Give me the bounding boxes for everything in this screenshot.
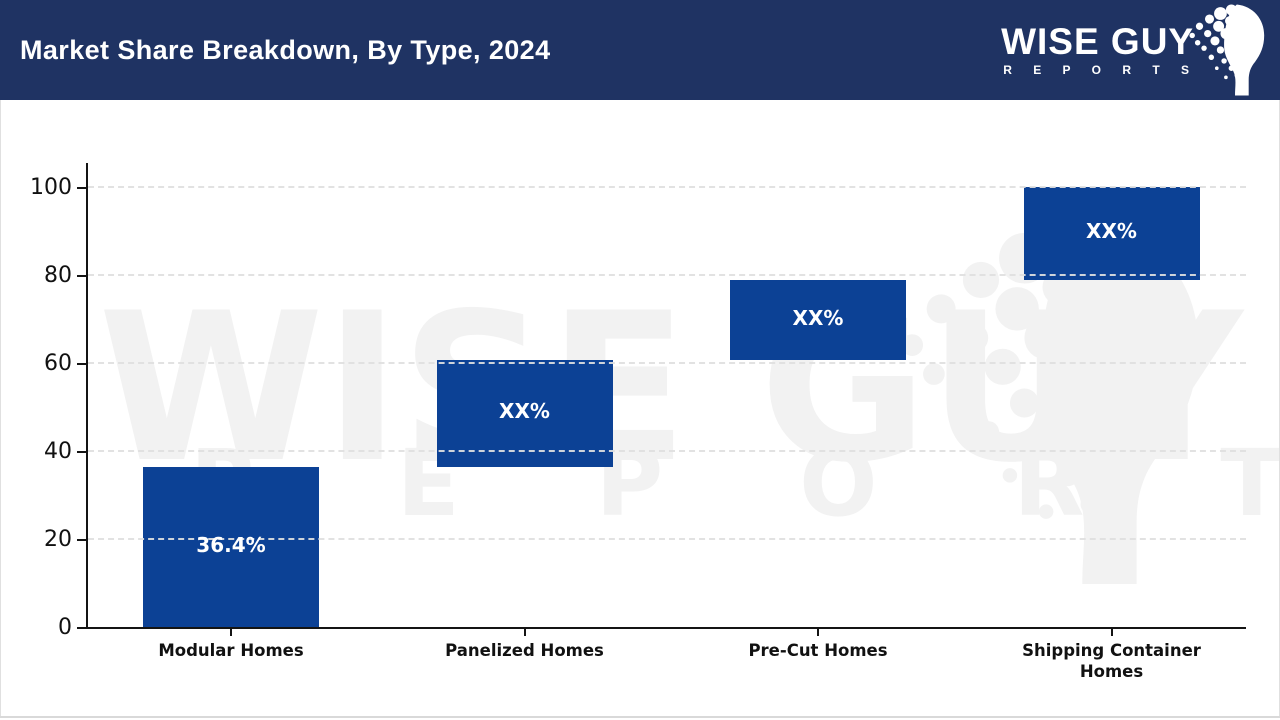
x-axis-spine: [86, 627, 1246, 629]
x-tick-mark: [230, 629, 232, 636]
bar-value-label: XX%: [792, 305, 844, 330]
page-left-rule: [0, 100, 1, 716]
category-label: Modular Homes: [158, 641, 304, 660]
category-label: Shipping Container Homes: [1022, 641, 1201, 681]
page-title: Market Share Breakdown, By Type, 2024: [20, 34, 551, 65]
x-tick-mark: [817, 629, 819, 636]
gridline: [88, 538, 1246, 540]
waterfall-bar: [436, 359, 613, 467]
page-bottom-rule: [0, 716, 1280, 718]
brand-logo-wordmark: WISE GUY: [1001, 21, 1195, 62]
gridline: [88, 274, 1246, 276]
y-tick-mark: [77, 539, 86, 541]
waterfall-bar: [143, 466, 319, 627]
y-tick-label: 80: [44, 263, 72, 288]
gridline: [88, 186, 1246, 188]
y-tick-label: 20: [44, 527, 72, 552]
gridline: [88, 450, 1246, 452]
bar-value-label: XX%: [1086, 219, 1137, 244]
bar-value-label: 36.4%: [196, 532, 266, 557]
x-tick-mark: [1110, 629, 1113, 636]
brand-logo-text: WISE GUY R E P O R T S: [997, 21, 1198, 78]
dotted-head-icon: [1189, 4, 1265, 96]
y-tick-mark: [77, 627, 86, 629]
brand-logo-subtitle: R E P O R T S: [1003, 63, 1198, 77]
category-label: Panelized Homes: [445, 641, 604, 660]
y-tick-label: 100: [30, 175, 72, 200]
y-tick-mark: [77, 275, 86, 277]
y-tick-label: 60: [44, 351, 72, 376]
y-tick-label: 40: [44, 439, 72, 464]
y-tick-mark: [77, 363, 86, 365]
waterfall-bar: [730, 279, 906, 360]
waterfall-chart: 36.4% Modular Homes XX% Panelized Homes XX% P…: [0, 100, 1280, 716]
y-tick-mark: [77, 451, 86, 453]
category-label: Pre-Cut Homes: [748, 641, 888, 660]
y-tick-mark: [77, 187, 86, 189]
gridline: [88, 362, 1246, 364]
y-tick-label: 0: [58, 615, 72, 640]
bar-value-label: XX%: [499, 399, 550, 424]
header-bar: Market Share Breakdown, By Type, 2024 WI…: [0, 0, 1280, 100]
x-tick-mark: [523, 629, 526, 636]
brand-logo: WISE GUY R E P O R T S: [997, 4, 1280, 96]
y-axis-spine: [86, 163, 88, 629]
